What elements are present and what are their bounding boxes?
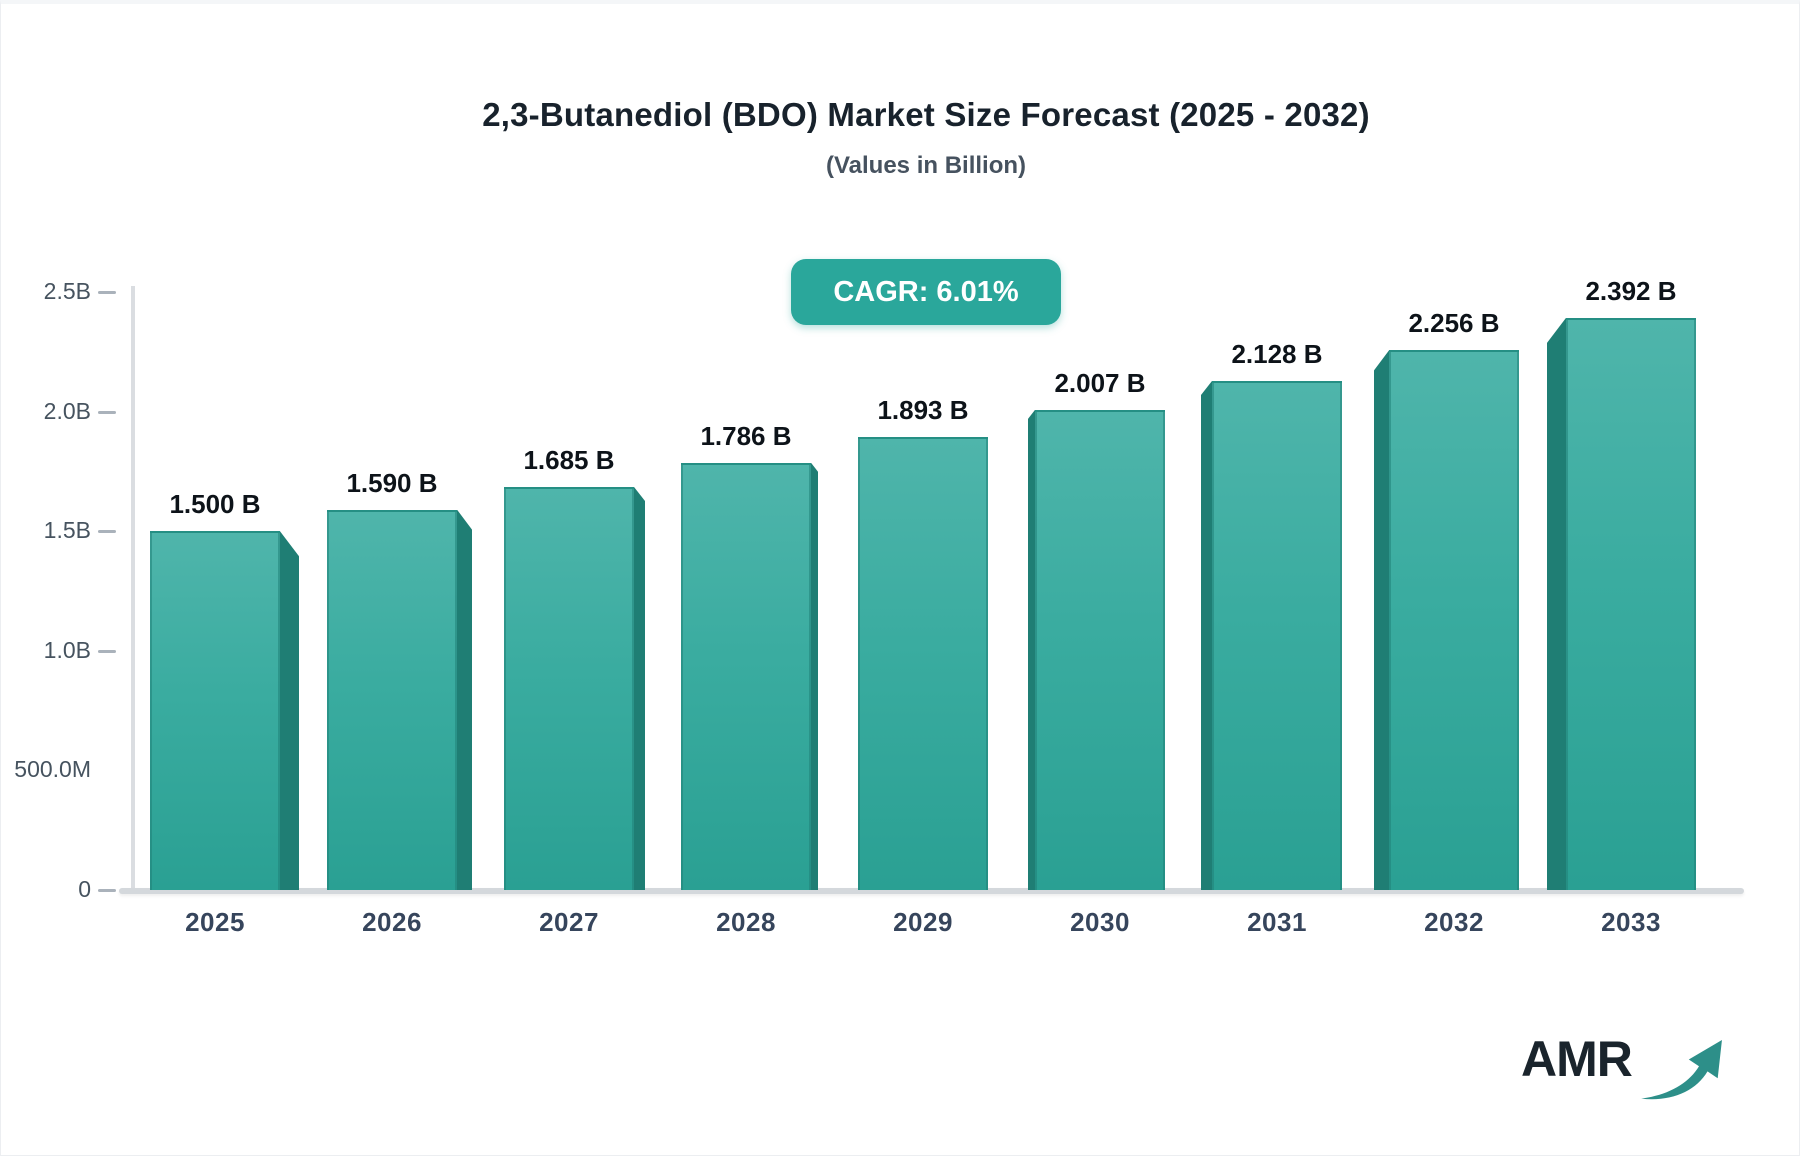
page-subtitle: (Values in Billion) <box>825 152 1027 179</box>
bar-value-label: 1.685 B <box>523 444 615 475</box>
bar-value-label: 1.893 B <box>877 395 969 426</box>
y-axis-tick-label: 2.0B <box>43 397 91 424</box>
bar-3d-side <box>634 486 645 890</box>
x-axis-label-2033: 2033 <box>1601 907 1661 937</box>
x-axis-label-2026: 2026 <box>362 907 422 937</box>
x-axis-label-2030: 2030 <box>1070 907 1130 937</box>
y-axis-tick-mark <box>98 889 116 892</box>
page-title: 2,3-Butanediol (BDO) Market Size Forecas… <box>482 96 1370 133</box>
bar-value-label: 1.590 B <box>346 467 438 498</box>
y-axis-tick-mark <box>98 530 116 534</box>
y-axis-line <box>131 286 135 894</box>
y-axis-tick-label: 2.5B <box>43 278 91 304</box>
bar-2027 <box>504 486 634 890</box>
amr-logo-text: AMR <box>1521 1031 1633 1087</box>
trend-up-arrow-icon <box>1641 1039 1722 1100</box>
cagr-badge: CAGR: 6.01% <box>791 259 1061 325</box>
y-axis-tick-mark <box>98 410 116 414</box>
bar-3d-side <box>811 462 818 890</box>
bar-3d-side <box>1201 380 1212 890</box>
x-axis-label-2025: 2025 <box>185 907 245 937</box>
y-axis-tick-label: 1.5B <box>43 517 91 544</box>
bar-3d-side <box>280 531 299 890</box>
y-axis-tick-label: 1.0B <box>43 636 91 663</box>
x-axis-label-2027: 2027 <box>539 907 599 937</box>
y-axis-tick-label: 0 <box>78 876 91 902</box>
bar-2025 <box>150 531 280 890</box>
bar-value-label: 1.786 B <box>700 420 792 451</box>
amr-logo: AMR <box>1521 1020 1751 1110</box>
bar-2029 <box>858 437 988 890</box>
bar-2028 <box>681 462 811 890</box>
bar-2031 <box>1212 380 1342 890</box>
bar-value-label: 2.128 B <box>1231 338 1323 369</box>
bar-value-label: 2.007 B <box>1054 367 1146 398</box>
y-axis-tick-mark <box>98 649 116 653</box>
bar-2032 <box>1389 350 1519 890</box>
bar-3d-side <box>1028 409 1035 890</box>
x-axis-label-2032: 2032 <box>1424 907 1484 937</box>
y-axis-tick-mark <box>98 291 116 294</box>
bar-3d-side <box>1547 317 1566 890</box>
bar-value-label: 2.256 B <box>1408 308 1500 339</box>
x-axis-label-2031: 2031 <box>1247 907 1307 937</box>
bar-value-label: 2.392 B <box>1585 275 1677 306</box>
x-axis-label-2029: 2029 <box>893 907 953 937</box>
bar-value-label: 1.500 B <box>169 489 261 520</box>
bar-2026 <box>327 509 457 890</box>
y-axis-tick-label: 500.0M <box>14 756 91 783</box>
bar-3d-side <box>1374 350 1389 890</box>
bar-2033 <box>1566 317 1696 890</box>
bar-3d-side <box>457 509 472 890</box>
x-axis-label-2028: 2028 <box>716 907 776 937</box>
x-axis-line <box>119 888 1744 894</box>
bar-2030 <box>1035 409 1165 890</box>
